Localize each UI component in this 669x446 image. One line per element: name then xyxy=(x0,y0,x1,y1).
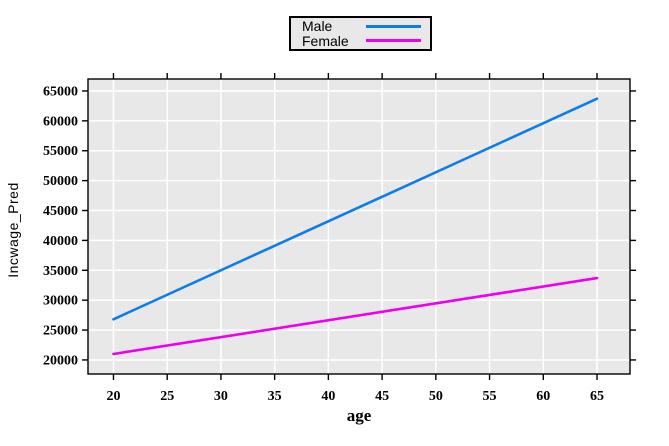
x-tick-label: 40 xyxy=(321,389,335,404)
y-tick-label: 45000 xyxy=(43,204,78,219)
plot-panel xyxy=(88,79,630,374)
y-tick-label: 30000 xyxy=(43,294,78,309)
y-tick-label: 65000 xyxy=(43,84,78,99)
x-tick-label: 25 xyxy=(160,389,174,404)
y-tick-label: 60000 xyxy=(43,114,78,129)
legend-label: Male xyxy=(302,18,333,35)
x-tick-label: 50 xyxy=(429,389,443,404)
x-tick-label: 60 xyxy=(536,389,550,404)
y-tick-label: 20000 xyxy=(43,353,78,368)
plot-frame xyxy=(87,78,631,375)
x-tick-label: 30 xyxy=(214,389,228,404)
x-tick-label: 65 xyxy=(590,389,604,404)
legend-label: Female xyxy=(302,32,349,49)
x-tick-label: 55 xyxy=(483,389,497,404)
x-tick-label: 20 xyxy=(106,389,120,404)
legend: Male Female xyxy=(289,16,432,51)
legend-line-sample xyxy=(366,39,421,43)
y-axis-label: Incwage_Pred xyxy=(5,182,21,278)
x-tick-label: 45 xyxy=(375,389,389,404)
series-line-female xyxy=(112,276,599,356)
x-tick-label: 35 xyxy=(268,389,282,404)
legend-item-male: Male xyxy=(291,19,430,33)
legend-item-female: Female xyxy=(291,34,430,48)
legend-line-sample xyxy=(366,24,421,28)
x-axis-label: age xyxy=(346,406,372,425)
y-tick-label: 40000 xyxy=(43,234,78,249)
y-tick-label: 50000 xyxy=(43,174,78,189)
series-line-male xyxy=(112,97,599,321)
y-tick-label: 25000 xyxy=(43,324,78,339)
y-tick-label: 35000 xyxy=(43,264,78,279)
y-tick-label: 55000 xyxy=(43,144,78,159)
